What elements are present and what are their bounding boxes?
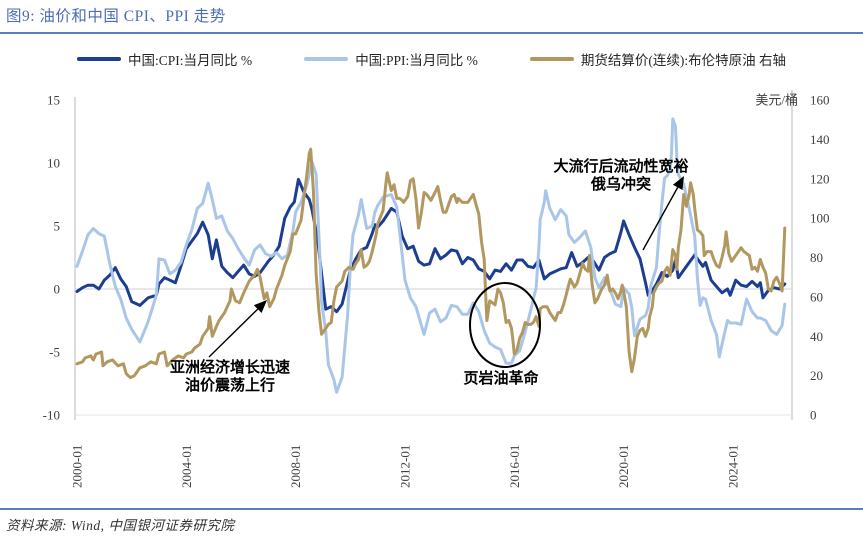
left-axis-tick: -10: [43, 408, 60, 423]
legend-swatch-cpi: [77, 56, 122, 62]
left-axis-tick: -5: [49, 345, 60, 360]
legend-swatch-brent: [529, 56, 574, 62]
annotation-asia-text: 油价震荡上行: [185, 376, 275, 394]
annotation-pandemic-arrow-line: [642, 187, 679, 251]
right-axis-tick: 20: [810, 368, 823, 383]
legend-label-cpi: 中国:CPI:当月同比 %: [128, 53, 253, 68]
series-ppi-line: [75, 117, 787, 394]
legend-item-cpi: 中国:CPI:当月同比 %: [77, 49, 252, 69]
right-axis-tick: 120: [810, 171, 830, 186]
figure-title: 图9: 油价和中国 CPI、PPI 走势: [6, 8, 226, 25]
annotation-pandemic-text: 俄乌冲突: [590, 175, 651, 193]
annotation-shale-ellipse: [469, 282, 541, 368]
right-axis-tick: 140: [810, 132, 830, 147]
series-brent-line: [75, 147, 787, 380]
annotation-asia-arrowhead: [253, 300, 267, 314]
annotation-asia-text: 亚洲经济增长迅速: [170, 358, 290, 376]
x-axis-tick: 2004-01: [179, 445, 194, 488]
x-axis-tick: 2024-01: [725, 445, 740, 488]
right-axis-tick: 40: [810, 329, 823, 344]
left-axis-tick: 15: [47, 93, 60, 108]
left-axis-tick: 5: [54, 219, 61, 234]
source-note: 资料来源: Wind, 中国银河证券研究院: [6, 518, 235, 533]
legend-label-brent: 期货结算价(连续):布伦特原油 右轴: [580, 53, 786, 68]
legend-label-ppi: 中国:PPI:当月同比 %: [355, 53, 478, 68]
right-axis-unit: 美元/桶: [755, 93, 798, 108]
x-axis-tick: 2020-01: [616, 445, 631, 488]
left-axis-tick: 0: [54, 282, 61, 297]
legend-item-ppi: 中国:PPI:当月同比 %: [304, 49, 478, 69]
annotation-asia-arrow-line: [208, 308, 259, 358]
right-axis-tick: 100: [810, 211, 830, 226]
right-axis-tick: 0: [810, 408, 817, 423]
x-axis-tick: 2000-01: [70, 445, 85, 488]
left-axis-tick: 10: [47, 156, 60, 171]
right-axis-tick: 60: [810, 289, 823, 304]
legend-item-brent: 期货结算价(连续):布伦特原油 右轴: [529, 49, 786, 69]
annotation-pandemic-text: 大流行后流动性宽裕: [553, 157, 688, 175]
right-axis-tick: 160: [810, 93, 830, 108]
annotation-pandemic-arrowhead: [672, 176, 684, 191]
right-axis-tick: 80: [810, 250, 823, 265]
footer-divider: [0, 508, 863, 510]
x-axis-tick: 2012-01: [397, 445, 412, 488]
legend-swatch-ppi: [304, 56, 349, 62]
x-axis-tick: 2008-01: [288, 445, 303, 488]
title-divider: [0, 32, 863, 34]
annotation-shale-text: 页岩油革命: [463, 369, 539, 387]
chart-legend: 中国:CPI:当月同比 % 中国:PPI:当月同比 % 期货结算价(连续):布伦特原…: [0, 49, 863, 69]
x-axis-tick: 2016-01: [507, 445, 522, 488]
